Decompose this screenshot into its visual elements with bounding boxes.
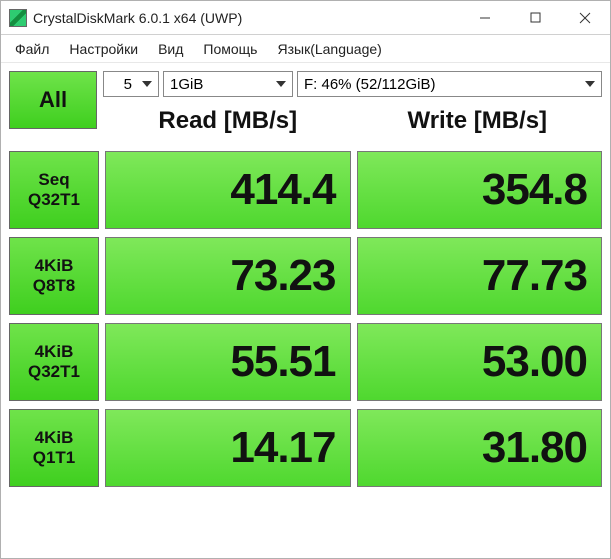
read-value-0: 414.4 <box>105 151 351 229</box>
test-label-line1: 4KiB <box>35 256 74 276</box>
test-label-line1: Seq <box>38 170 69 190</box>
top-controls: All 5 1GiB F: 46% (52/112GiB) Read [MB/s… <box>9 71 602 151</box>
results-grid: Seq Q32T1 414.4 354.8 4KiB Q8T8 73.23 77… <box>9 151 602 487</box>
write-header: Write [MB/s] <box>353 101 603 145</box>
test-button-4k-q8t8[interactable]: 4KiB Q8T8 <box>9 237 99 315</box>
close-button[interactable] <box>560 1 610 34</box>
write-value-0: 354.8 <box>357 151 603 229</box>
content-area: All 5 1GiB F: 46% (52/112GiB) Read [MB/s… <box>1 63 610 558</box>
menu-file[interactable]: Файл <box>5 41 59 57</box>
read-value-2: 55.51 <box>105 323 351 401</box>
test-label-line2: Q32T1 <box>28 190 80 210</box>
read-value-3: 14.17 <box>105 409 351 487</box>
size-select[interactable]: 1GiB <box>163 71 293 97</box>
runs-select[interactable]: 5 <box>103 71 159 97</box>
test-label-line1: 4KiB <box>35 342 74 362</box>
read-header: Read [MB/s] <box>103 101 353 145</box>
drive-value: F: 46% (52/112GiB) <box>304 76 435 93</box>
test-label-line2: Q1T1 <box>33 448 76 468</box>
write-value-1: 77.73 <box>357 237 603 315</box>
menu-settings[interactable]: Настройки <box>59 41 148 57</box>
read-value-1: 73.23 <box>105 237 351 315</box>
write-value-2: 53.00 <box>357 323 603 401</box>
titlebar: CrystalDiskMark 6.0.1 x64 (UWP) <box>1 1 610 35</box>
size-value: 1GiB <box>170 76 203 93</box>
window-controls <box>460 1 610 34</box>
drive-select[interactable]: F: 46% (52/112GiB) <box>297 71 602 97</box>
app-window: CrystalDiskMark 6.0.1 x64 (UWP) Файл Нас… <box>0 0 611 559</box>
app-icon <box>9 9 27 27</box>
column-headers: Read [MB/s] Write [MB/s] <box>103 101 602 145</box>
selects-row: 5 1GiB F: 46% (52/112GiB) <box>103 71 602 97</box>
test-label-line1: 4KiB <box>35 428 74 448</box>
menu-help[interactable]: Помощь <box>193 41 267 57</box>
menu-language[interactable]: Язык(Language) <box>267 41 391 57</box>
test-label-line2: Q32T1 <box>28 362 80 382</box>
test-label-line2: Q8T8 <box>33 276 76 296</box>
window-title: CrystalDiskMark 6.0.1 x64 (UWP) <box>33 10 460 26</box>
maximize-button[interactable] <box>510 1 560 34</box>
menubar: Файл Настройки Вид Помощь Язык(Language) <box>1 35 610 63</box>
all-button[interactable]: All <box>9 71 97 129</box>
write-value-3: 31.80 <box>357 409 603 487</box>
menu-view[interactable]: Вид <box>148 41 193 57</box>
all-button-label: All <box>39 87 67 113</box>
test-button-4k-q1t1[interactable]: 4KiB Q1T1 <box>9 409 99 487</box>
minimize-button[interactable] <box>460 1 510 34</box>
test-button-seq-q32t1[interactable]: Seq Q32T1 <box>9 151 99 229</box>
runs-value: 5 <box>124 76 132 93</box>
test-button-4k-q32t1[interactable]: 4KiB Q32T1 <box>9 323 99 401</box>
